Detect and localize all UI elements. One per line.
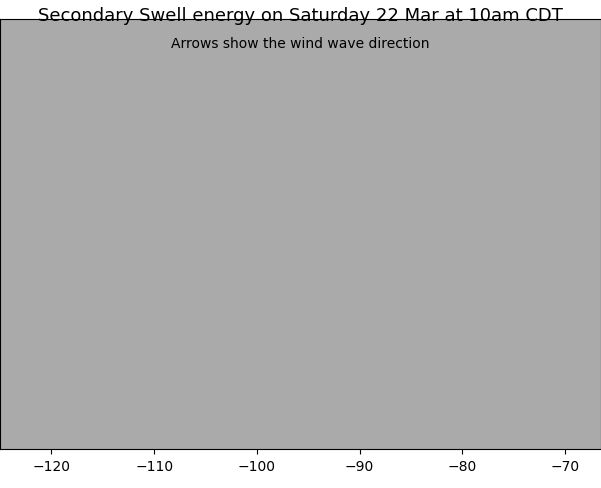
Text: Arrows show the wind wave direction: Arrows show the wind wave direction bbox=[171, 37, 430, 51]
Text: Secondary Swell energy on Saturday 22 Mar at 10am CDT: Secondary Swell energy on Saturday 22 Ma… bbox=[38, 7, 563, 25]
